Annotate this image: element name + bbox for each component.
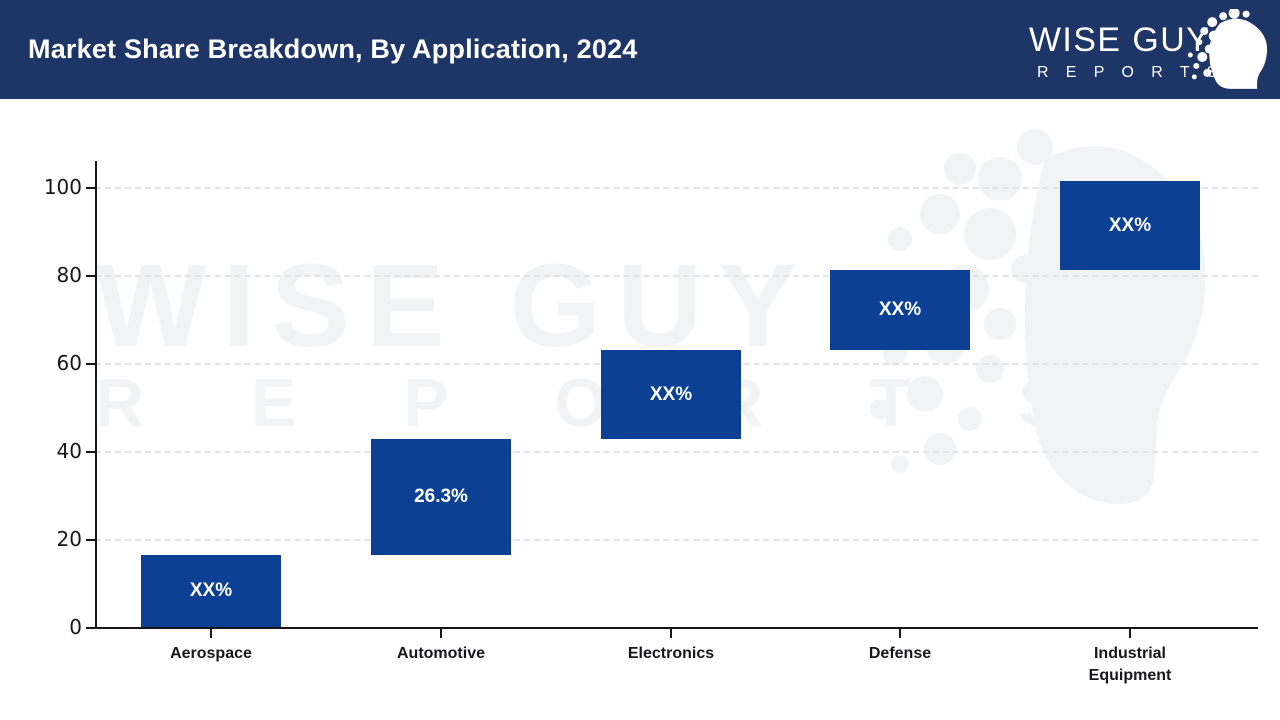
x-tick-label-line-1: Aerospace	[170, 645, 252, 662]
x-tick-label-automotive: Automotive	[346, 643, 536, 665]
x-tick-label-industrial-equipment: Industrial Equipment	[1035, 643, 1225, 686]
page-title: Market Share Breakdown, By Application, …	[28, 34, 638, 64]
chart-plot-area: WISE GUY R E P O R T S	[0, 99, 1280, 720]
y-tick-label-100: 100	[43, 175, 82, 199]
y-tick-mark-60	[86, 363, 95, 365]
bar-value-label: XX%	[878, 299, 922, 320]
svg-text:WISE GUY: WISE GUY	[1029, 20, 1210, 58]
brand-logo: WISE GUY R E P O R T S	[1025, 0, 1280, 99]
y-tick-label-20: 20	[56, 527, 82, 551]
bar-automotive[interactable]: 26.3%	[371, 439, 511, 555]
bar-value-label: XX%	[189, 580, 233, 601]
x-tick-mark-electronics	[670, 629, 672, 638]
head-profile-dots-logo: WISE GUY R E P O R T S	[1029, 8, 1268, 89]
y-tick-label-40: 40	[56, 439, 82, 463]
svg-text:R E P O R T S: R E P O R T S	[1037, 63, 1224, 80]
y-tick-mark-20	[86, 539, 95, 541]
y-tick-mark-40	[86, 451, 95, 453]
x-tick-label-line-1: Electronics	[627, 645, 715, 662]
bar-industrial-equipment[interactable]: XX%	[1060, 181, 1200, 270]
y-tick-label-0: 0	[69, 615, 82, 639]
gridline-20	[95, 539, 1258, 541]
x-tick-mark-defense	[899, 629, 901, 638]
y-tick-mark-0	[86, 627, 95, 629]
bar-electronics[interactable]: XX%	[601, 350, 741, 439]
bar-defense[interactable]: XX%	[830, 270, 970, 350]
x-tick-label-line-1: Automotive	[397, 645, 485, 662]
gridline-80	[95, 275, 1258, 277]
page-header: Market Share Breakdown, By Application, …	[0, 0, 1280, 99]
bar-value-label: XX%	[1108, 214, 1152, 236]
y-tick-label-80: 80	[56, 263, 82, 287]
gridline-100	[95, 187, 1258, 189]
x-tick-label-electronics: Electronics	[576, 643, 766, 665]
bar-aerospace[interactable]: XX%	[141, 555, 281, 627]
watermark-line-2: R E P O R T S	[95, 365, 1108, 441]
x-tick-mark-aerospace	[210, 629, 212, 638]
gridline-40	[95, 451, 1258, 453]
x-tick-label-line-1: Industrial	[1093, 645, 1166, 662]
y-tick-mark-80	[86, 275, 95, 277]
bar-value-label: 26.3%	[414, 486, 468, 507]
x-tick-label-line-1: Defense	[868, 645, 932, 662]
x-tick-label-aerospace: Aerospace	[116, 643, 306, 665]
x-tick-mark-industrial-equipment	[1129, 629, 1131, 638]
x-tick-label-line-2: Equipment	[1088, 666, 1172, 684]
y-tick-mark-100	[86, 187, 95, 189]
y-axis-line	[95, 161, 97, 627]
y-tick-label-60: 60	[56, 351, 82, 375]
bar-value-label: XX%	[649, 383, 693, 405]
x-tick-mark-automotive	[440, 629, 442, 638]
x-tick-label-defense: Defense	[805, 643, 995, 665]
x-axis-line	[95, 627, 1258, 629]
